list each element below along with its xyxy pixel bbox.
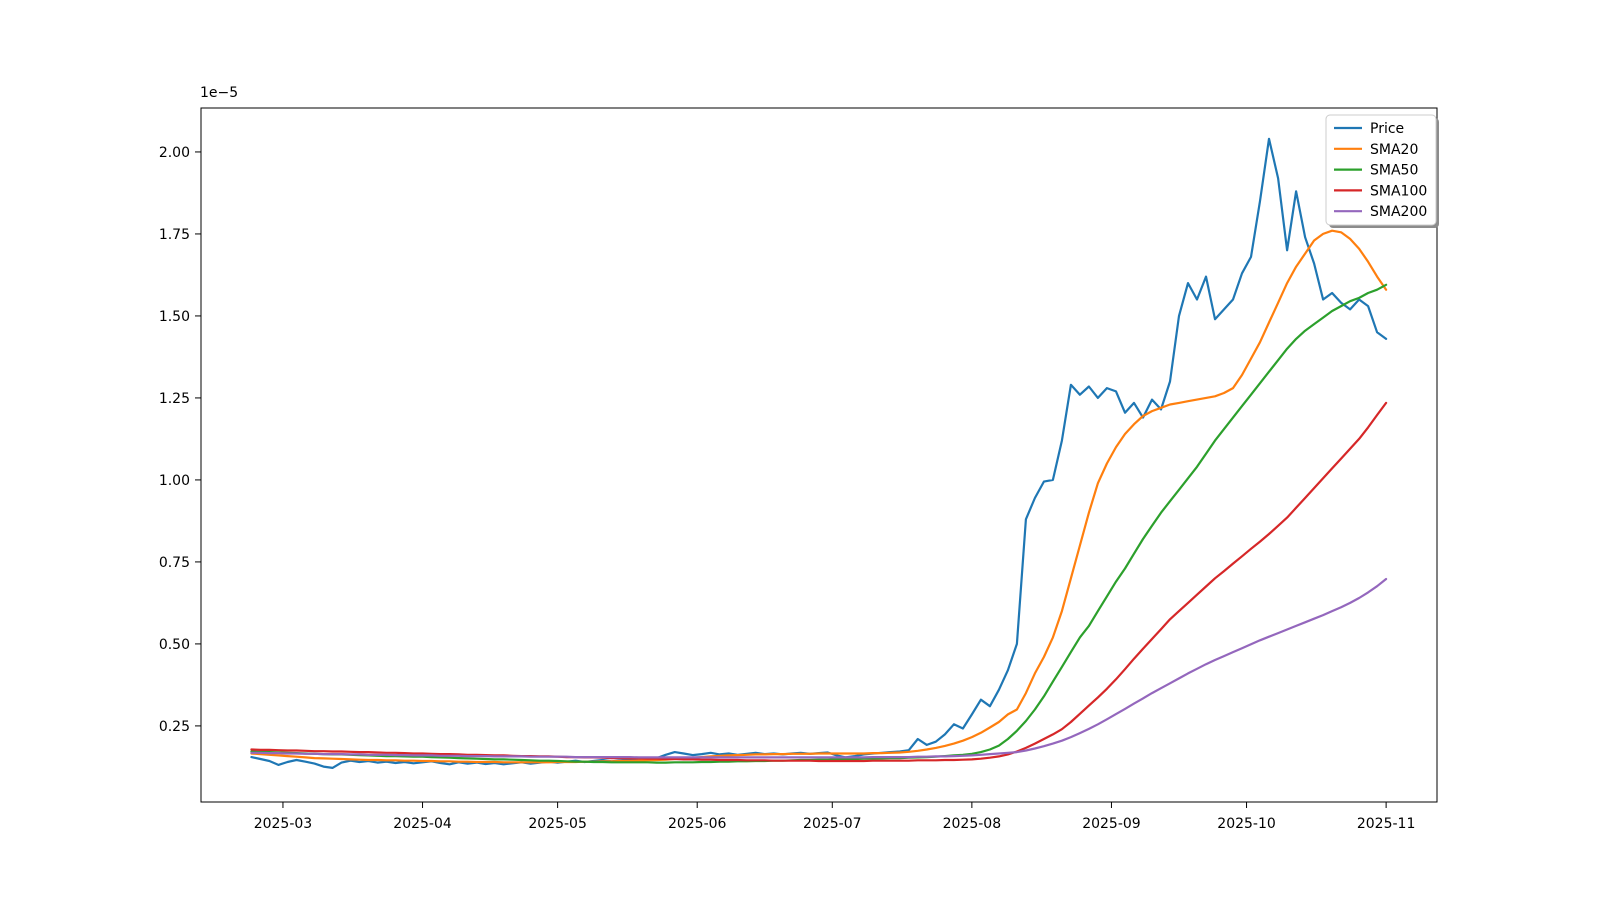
y-tick-label: 1.25 [159,391,190,407]
sma100-line [250,401,1388,763]
x-tick-label: 2025-03 [254,816,313,832]
legend-label-price: Price [1370,121,1404,137]
y-axis-offset-label: 1e−5 [200,85,239,101]
x-tick-label: 2025-08 [943,816,1002,832]
sma200-line [250,577,1388,759]
legend-label-sma100: SMA100 [1370,183,1427,199]
legend-label-sma20: SMA20 [1370,142,1418,158]
y-tick-label: 0.50 [159,637,190,653]
price-line [250,137,1388,770]
x-tick-label: 2025-05 [528,816,587,832]
x-tick-label: 2025-09 [1082,816,1141,832]
legend-label-sma50: SMA50 [1370,163,1418,179]
y-tick-label: 2.00 [159,145,190,161]
legend-box [1325,114,1437,226]
y-tick-label: 1.75 [159,227,190,243]
x-tick-label: 2025-10 [1217,816,1276,832]
x-tick-label: 2025-11 [1357,816,1416,832]
plot-area [200,107,1438,803]
sma50-line [250,283,1388,764]
x-tick-label: 2025-04 [393,816,452,832]
y-tick-label: 1.00 [159,473,190,489]
y-tick-label: 0.75 [159,555,190,571]
legend-label-sma200: SMA200 [1370,204,1427,220]
y-tick-label: 1.50 [159,309,190,325]
y-tick-label: 0.25 [159,719,190,735]
x-tick-label: 2025-07 [803,816,862,832]
sma20-line [250,229,1388,764]
x-tick-label: 2025-06 [668,816,727,832]
